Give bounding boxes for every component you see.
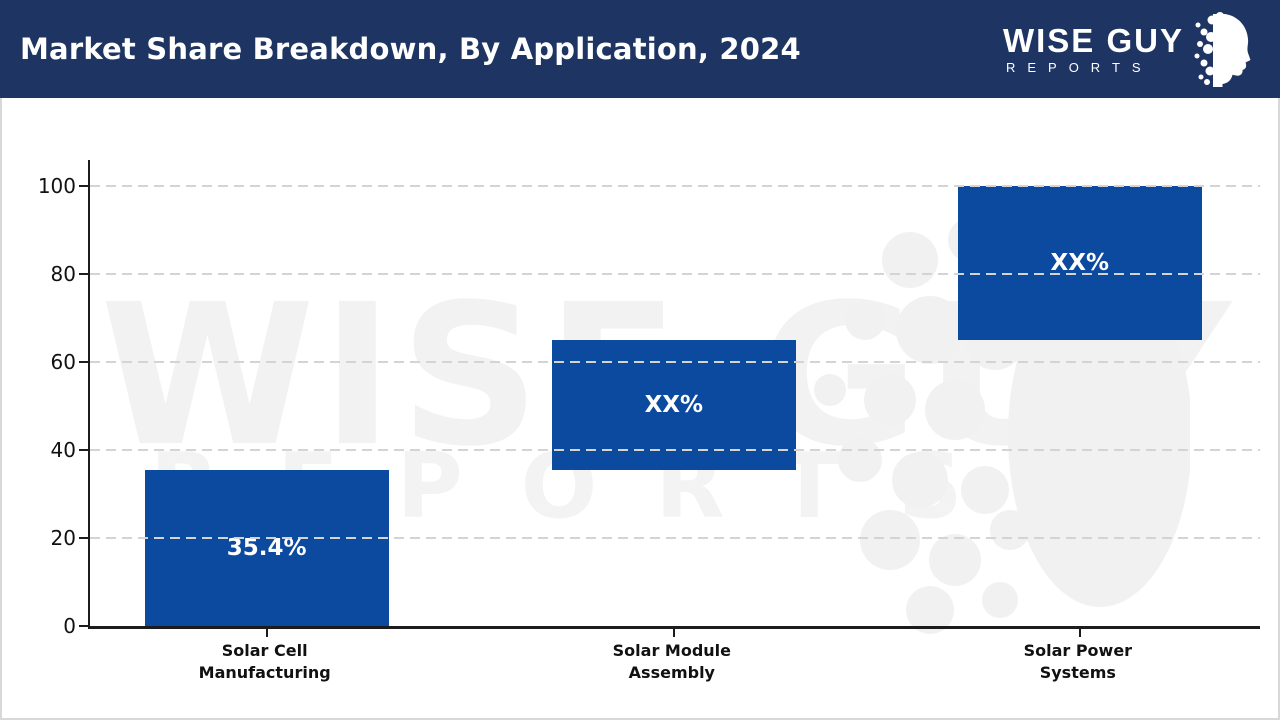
x-category-label: Solar Cell Manufacturing [198,641,331,682]
bar-value-label: XX% [644,392,704,419]
x-tickmark [1078,629,1081,637]
bar-segment: XX% [957,186,1202,340]
y-tick-label-0: 0 [63,614,76,638]
x-category-label: Solar Module Assembly [612,641,731,682]
logo-text: WISE GUY REPORTS [1003,24,1184,74]
y-tickmark-20 [79,537,88,539]
y-tickmark-40 [79,449,88,451]
header-bar: Market Share Breakdown, By Application, … [0,0,1280,98]
plot-area: 35.4% XX% XX% [79,160,1260,637]
bar-segment: 35.4% [144,470,389,626]
chart-title: Market Share Breakdown, By Application, … [20,32,801,66]
x-category-label: Solar Power Systems [1023,641,1133,682]
gridline-60 [90,361,1260,363]
y-tickmark-80 [79,273,88,275]
x-tickmark [265,629,268,637]
gridline-40 [90,449,1260,451]
bottom-border [0,718,1280,720]
y-tick-label-80: 80 [50,262,76,286]
y-tick-label-40: 40 [50,438,76,462]
gridline-20 [90,537,1260,539]
gridline-100 [90,185,1260,187]
y-tickmark-0 [79,625,88,627]
y-tick-label-100: 100 [37,174,76,198]
y-tickmark-60 [79,361,88,363]
y-tickmark-100 [79,185,88,187]
logo-head-icon [1194,12,1251,87]
x-tickmark [672,629,675,637]
bar-value-label: XX% [1050,250,1110,276]
wise-guy-logo: WISE GUY REPORTS [1003,11,1254,87]
right-border [1278,98,1280,720]
logo-wordmark: WISE GUY [1002,22,1184,59]
gridline-80 [90,273,1260,275]
logo-subtext: REPORTS [1005,60,1153,75]
y-tick-label-20: 20 [50,526,76,550]
bar-value-label: 35.4% [226,535,307,562]
y-tick-label-60: 60 [50,350,76,374]
left-border [0,98,2,720]
